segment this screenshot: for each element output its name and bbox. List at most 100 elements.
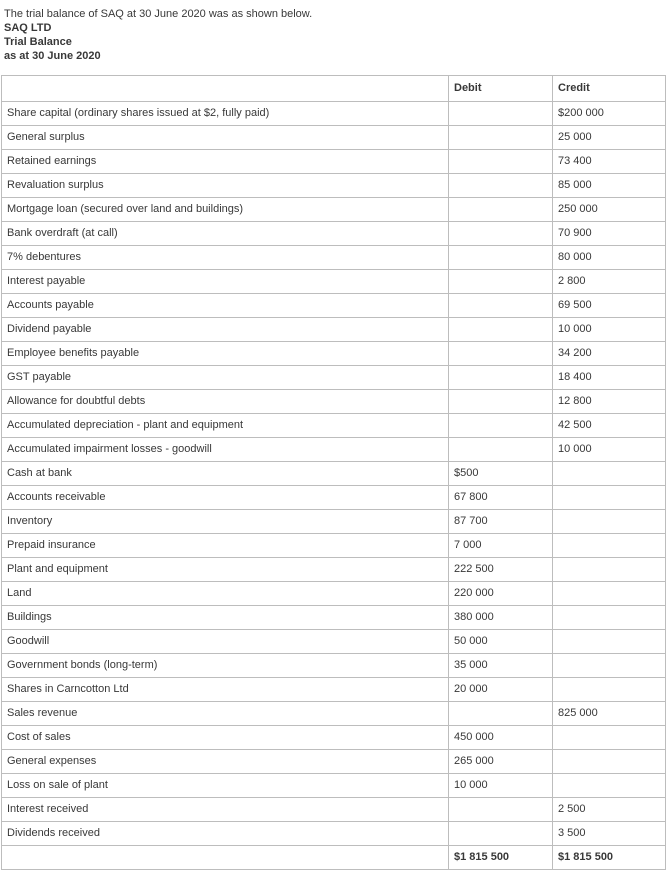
credit-cell xyxy=(552,629,666,654)
credit-cell: 73 400 xyxy=(552,149,666,174)
table-row: Mortgage loan (secured over land and bui… xyxy=(1,197,666,222)
debit-cell: 450 000 xyxy=(448,725,553,750)
table-row: Retained earnings 73 400 xyxy=(1,149,666,174)
company-name: SAQ LTD xyxy=(4,22,52,34)
credit-cell: 34 200 xyxy=(552,341,666,366)
account-cell: Bank overdraft (at call) xyxy=(1,221,449,246)
account-cell: Revaluation surplus xyxy=(1,173,449,198)
account-cell: Mortgage loan (secured over land and bui… xyxy=(1,197,449,222)
debit-cell xyxy=(448,101,553,126)
debit-cell: 67 800 xyxy=(448,485,553,510)
account-cell: Interest payable xyxy=(1,269,449,294)
table-row: Goodwill 50 000 xyxy=(1,629,666,654)
table-row: Plant and equipment 222 500 xyxy=(1,557,666,582)
account-column-header xyxy=(1,75,449,102)
report-title: Trial Balance xyxy=(4,36,72,48)
debit-cell xyxy=(448,821,553,846)
table-row: Allowance for doubtful debts 12 800 xyxy=(1,389,666,414)
debit-cell xyxy=(448,149,553,174)
debit-cell: 50 000 xyxy=(448,629,553,654)
account-cell: Cash at bank xyxy=(1,461,449,486)
credit-cell: 18 400 xyxy=(552,365,666,390)
table-row: Interest received 2 500 xyxy=(1,797,666,822)
debit-cell xyxy=(448,389,553,414)
credit-cell xyxy=(552,773,666,798)
credit-cell: 2 500 xyxy=(552,797,666,822)
debit-cell xyxy=(448,797,553,822)
credit-cell xyxy=(552,557,666,582)
credit-cell xyxy=(552,677,666,702)
account-cell: Buildings xyxy=(1,605,449,630)
account-cell: Employee benefits payable xyxy=(1,341,449,366)
account-cell: Accumulated impairment losses - goodwill xyxy=(1,437,449,462)
credit-cell: 10 000 xyxy=(552,437,666,462)
account-cell: Goodwill xyxy=(1,629,449,654)
debit-cell: 35 000 xyxy=(448,653,553,678)
report-date: as at 30 June 2020 xyxy=(4,50,101,62)
account-cell: 7% debentures xyxy=(1,245,449,270)
credit-cell: 2 800 xyxy=(552,269,666,294)
account-cell: Dividends received xyxy=(1,821,449,846)
debit-cell xyxy=(448,317,553,342)
debit-cell xyxy=(448,365,553,390)
account-cell: Dividend payable xyxy=(1,317,449,342)
table-row: Buildings 380 000 xyxy=(1,605,666,630)
debit-cell xyxy=(448,197,553,222)
debit-cell xyxy=(448,437,553,462)
table-row: GST payable 18 400 xyxy=(1,365,666,390)
totals-account-cell xyxy=(1,845,449,870)
account-cell: Cost of sales xyxy=(1,725,449,750)
table-row: 7% debentures 80 000 xyxy=(1,245,666,270)
credit-cell: 25 000 xyxy=(552,125,666,150)
credit-cell: 250 000 xyxy=(552,197,666,222)
debit-cell: 10 000 xyxy=(448,773,553,798)
account-cell: Accounts payable xyxy=(1,293,449,318)
debit-cell xyxy=(448,245,553,270)
table-row: Shares in Carncotton Ltd 20 000 xyxy=(1,677,666,702)
account-cell: Share capital (ordinary shares issued at… xyxy=(1,101,449,126)
debit-cell: 220 000 xyxy=(448,581,553,606)
credit-cell xyxy=(552,653,666,678)
credit-cell xyxy=(552,533,666,558)
debit-cell: 87 700 xyxy=(448,509,553,534)
account-cell: Retained earnings xyxy=(1,149,449,174)
table-row: Cost of sales 450 000 xyxy=(1,725,666,750)
account-cell: Loss on sale of plant xyxy=(1,773,449,798)
credit-cell xyxy=(552,605,666,630)
debit-cell: 20 000 xyxy=(448,677,553,702)
credit-cell: 825 000 xyxy=(552,701,666,726)
table-row: General expenses 265 000 xyxy=(1,749,666,774)
account-cell: Prepaid insurance xyxy=(1,533,449,558)
debit-cell xyxy=(448,701,553,726)
totals-row: $1 815 500 $1 815 500 xyxy=(1,845,666,870)
debit-cell xyxy=(448,173,553,198)
credit-cell: $200 000 xyxy=(552,101,666,126)
table-row: Share capital (ordinary shares issued at… xyxy=(1,101,666,126)
credit-cell: 85 000 xyxy=(552,173,666,198)
credit-cell: 69 500 xyxy=(552,293,666,318)
debit-cell: 380 000 xyxy=(448,605,553,630)
table-row: Employee benefits payable 34 200 xyxy=(1,341,666,366)
table-row: Bank overdraft (at call) 70 900 xyxy=(1,221,666,246)
account-cell: General expenses xyxy=(1,749,449,774)
table-row: Prepaid insurance 7 000 xyxy=(1,533,666,558)
debit-cell: $500 xyxy=(448,461,553,486)
credit-cell xyxy=(552,485,666,510)
account-cell: General surplus xyxy=(1,125,449,150)
credit-cell xyxy=(552,461,666,486)
table-header-row: Debit Credit xyxy=(1,75,666,102)
debit-cell xyxy=(448,221,553,246)
table-row: Interest payable 2 800 xyxy=(1,269,666,294)
table-row: Inventory 87 700 xyxy=(1,509,666,534)
debit-cell xyxy=(448,269,553,294)
debit-column-header: Debit xyxy=(448,75,553,102)
table-row: Land 220 000 xyxy=(1,581,666,606)
debit-cell xyxy=(448,413,553,438)
table-row: Dividend payable 10 000 xyxy=(1,317,666,342)
table-row: Dividends received 3 500 xyxy=(1,821,666,846)
intro-paragraph: The trial balance of SAQ at 30 June 2020… xyxy=(4,8,313,20)
trial-balance-table: Debit Credit Share capital (ordinary sha… xyxy=(1,75,666,870)
table-row: Government bonds (long-term) 35 000 xyxy=(1,653,666,678)
credit-cell xyxy=(552,581,666,606)
